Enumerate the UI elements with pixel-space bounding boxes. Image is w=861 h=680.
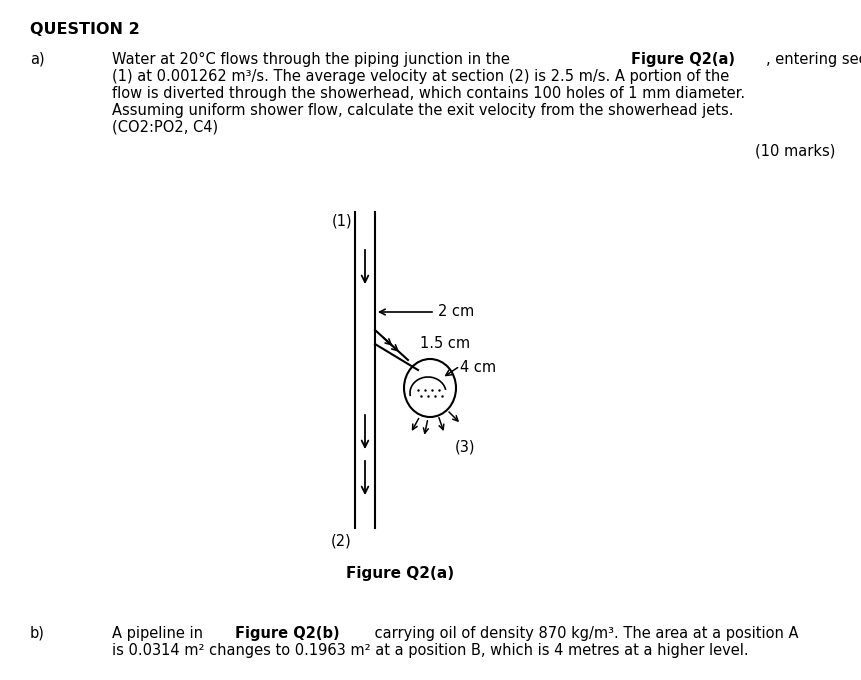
Text: 4 cm: 4 cm xyxy=(460,360,496,375)
Text: a): a) xyxy=(30,52,45,67)
Text: (2): (2) xyxy=(331,533,351,548)
Text: A pipeline in: A pipeline in xyxy=(112,626,208,641)
Text: (10 marks): (10 marks) xyxy=(753,143,834,158)
Text: is 0.0314 m² changes to 0.1963 m² at a position B, which is 4 metres at a higher: is 0.0314 m² changes to 0.1963 m² at a p… xyxy=(112,643,747,658)
Text: flow is diverted through the showerhead, which contains 100 holes of 1 mm diamet: flow is diverted through the showerhead,… xyxy=(112,86,744,101)
Text: (3): (3) xyxy=(455,440,475,455)
Text: Figure Q2(b): Figure Q2(b) xyxy=(235,626,339,641)
Text: Water at 20°C flows through the piping junction in the: Water at 20°C flows through the piping j… xyxy=(112,52,514,67)
Text: (1) at 0.001262 m³/s. The average velocity at section (2) is 2.5 m/s. A portion : (1) at 0.001262 m³/s. The average veloci… xyxy=(112,69,728,84)
Text: , entering section: , entering section xyxy=(765,52,861,67)
Text: (1): (1) xyxy=(331,214,351,229)
Text: carrying oil of density 870 kg/m³. The area at a position A: carrying oil of density 870 kg/m³. The a… xyxy=(370,626,798,641)
Text: (CO2:PO2, C4): (CO2:PO2, C4) xyxy=(112,120,218,135)
Text: b): b) xyxy=(30,626,45,641)
Text: Assuming uniform shower flow, calculate the exit velocity from the showerhead je: Assuming uniform shower flow, calculate … xyxy=(112,103,733,118)
Text: Figure Q2(a): Figure Q2(a) xyxy=(345,566,454,581)
Text: 1.5 cm: 1.5 cm xyxy=(419,336,469,351)
Text: 2 cm: 2 cm xyxy=(437,305,474,320)
Text: Figure Q2(a): Figure Q2(a) xyxy=(630,52,734,67)
Text: QUESTION 2: QUESTION 2 xyxy=(30,22,139,37)
